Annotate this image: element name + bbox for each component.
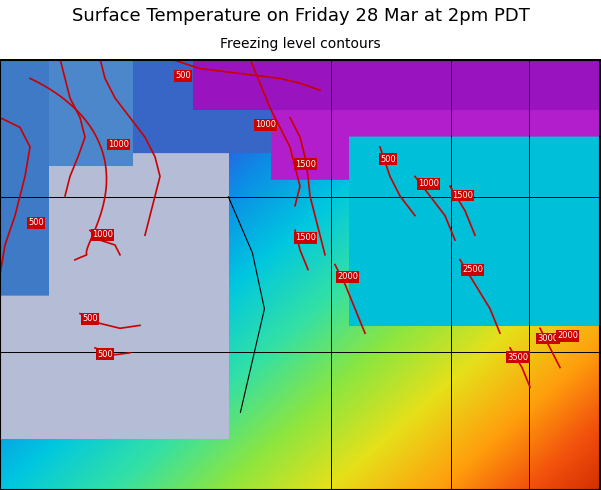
Text: Freezing level contours: Freezing level contours [220,37,381,51]
Text: 1000: 1000 [108,140,129,149]
Text: 1000: 1000 [92,230,113,239]
Text: 500: 500 [380,155,395,164]
Text: Surface Temperature on Friday 28 Mar at 2pm PDT: Surface Temperature on Friday 28 Mar at … [72,7,529,25]
Text: 500: 500 [82,315,98,323]
Text: 3500: 3500 [507,353,528,362]
Text: 1500: 1500 [295,233,316,242]
Text: 1500: 1500 [452,191,473,200]
Text: 500: 500 [28,219,44,227]
Text: 1000: 1000 [418,179,439,188]
Text: 500: 500 [97,350,113,359]
Text: 3000: 3000 [537,334,558,343]
Text: 2000: 2000 [337,272,358,281]
Text: 2000: 2000 [557,331,578,340]
Text: 1500: 1500 [295,160,316,169]
Text: 1000: 1000 [255,121,276,129]
Text: 2500: 2500 [462,266,483,274]
Text: 500: 500 [175,72,191,80]
